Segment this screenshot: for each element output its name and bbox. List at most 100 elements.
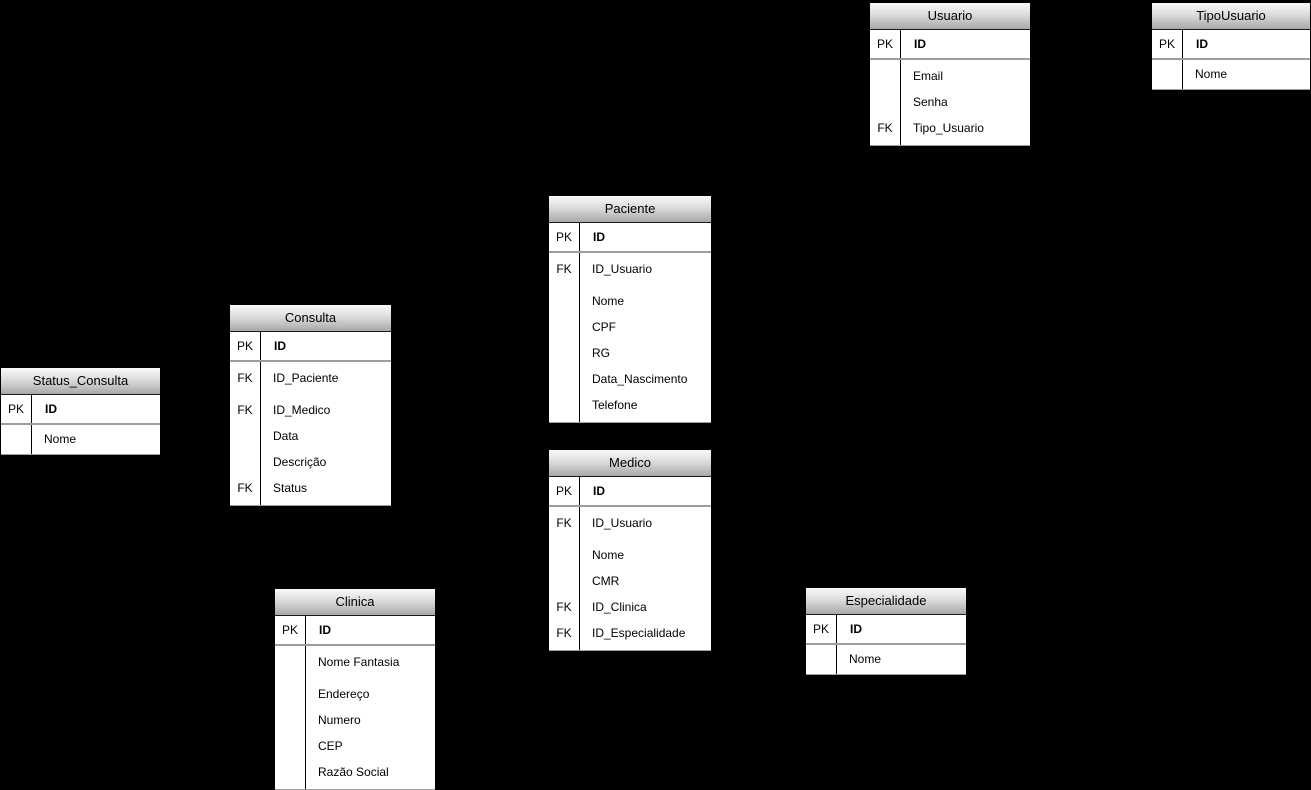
attribute-row: Data bbox=[230, 423, 391, 449]
entity-body: FK ID_Usuario Nome CPF RG Data_Nascimento Tele… bbox=[549, 253, 711, 422]
attribute-row: Telefone bbox=[549, 392, 711, 418]
primary-key-row: PK ID bbox=[806, 615, 966, 645]
attribute-row: FK ID_Usuario bbox=[549, 256, 711, 282]
key-badge: PK bbox=[549, 223, 580, 251]
attribute-row: Nome Fantasia bbox=[275, 649, 435, 675]
attribute-name: Razão Social bbox=[318, 765, 389, 779]
entity-medico[interactable]: Medico PK ID FK ID_Usuario Nome CMR FK ID_Clinic… bbox=[549, 450, 711, 651]
attribute-row: Nome bbox=[1, 426, 160, 452]
entity-body: FK ID_Usuario Nome CMR FK ID_Clinica FK ID_Espe… bbox=[549, 507, 711, 650]
entity-title: Medico bbox=[549, 450, 711, 477]
attribute-row: Nome bbox=[549, 288, 711, 314]
key-badge bbox=[230, 449, 260, 475]
attribute-row: FK ID_Paciente bbox=[230, 365, 391, 391]
key-badge: FK bbox=[237, 403, 253, 417]
attribute-row: CMR bbox=[549, 568, 711, 594]
entity-title: Paciente bbox=[549, 196, 711, 223]
key-badge bbox=[549, 288, 579, 314]
entity-title: TipoUsuario bbox=[1152, 3, 1310, 30]
key-badge: FK bbox=[237, 481, 253, 495]
attribute-name: Nome bbox=[849, 652, 882, 666]
attribute-name: Nome Fantasia bbox=[318, 655, 400, 669]
attribute-name: ID bbox=[45, 402, 57, 416]
key-badge bbox=[275, 759, 305, 785]
attribute-row: Numero bbox=[275, 707, 435, 733]
entity-title: Consulta bbox=[230, 305, 391, 332]
entity-title: Especialidade bbox=[806, 588, 966, 615]
key-badge bbox=[230, 423, 260, 449]
key-badge: PK bbox=[230, 332, 261, 360]
primary-key-row: PK ID bbox=[549, 477, 711, 507]
attribute-name: Nome bbox=[1195, 67, 1228, 81]
attribute-row: Data_Nascimento bbox=[549, 366, 711, 392]
key-badge bbox=[549, 314, 579, 340]
key-badge: PK bbox=[275, 616, 306, 644]
key-badge: FK bbox=[237, 371, 253, 385]
key-badge: PK bbox=[549, 477, 580, 505]
key-badge bbox=[275, 707, 305, 733]
key-badge bbox=[806, 646, 836, 672]
attribute-row: Descrição bbox=[230, 449, 391, 475]
key-badge bbox=[1152, 61, 1182, 87]
primary-key-row: PK ID bbox=[1, 395, 160, 425]
entity-paciente[interactable]: Paciente PK ID FK ID_Usuario Nome CPF RG Data_Na… bbox=[549, 196, 711, 423]
key-badge: FK bbox=[556, 626, 572, 640]
key-badge bbox=[870, 89, 900, 115]
attribute-name: ID_Especialidade bbox=[592, 626, 686, 640]
attribute-name: CPF bbox=[592, 320, 616, 334]
primary-key-row: PK ID bbox=[230, 332, 391, 362]
key-badge: PK bbox=[870, 30, 901, 58]
attribute-name: CEP bbox=[318, 739, 343, 753]
entity-clinica[interactable]: Clinica PK ID Nome Fantasia Endereço Numero CE… bbox=[275, 589, 435, 790]
key-badge bbox=[870, 63, 900, 89]
key-badge bbox=[275, 733, 305, 759]
attribute-name: Data_Nascimento bbox=[592, 372, 688, 386]
key-badge bbox=[549, 542, 579, 568]
entity-usuario[interactable]: Usuario PK ID Email Senha FK Tipo_Usuario bbox=[870, 3, 1030, 146]
key-badge bbox=[549, 340, 579, 366]
entity-body: Email Senha FK Tipo_Usuario bbox=[870, 60, 1030, 145]
entity-title: Clinica bbox=[275, 589, 435, 616]
entity-body: Nome bbox=[1152, 60, 1310, 89]
attribute-name: Numero bbox=[318, 713, 361, 727]
entity-body: FK ID_Paciente FK ID_Medico Data Descrição FK S… bbox=[230, 362, 391, 505]
attribute-row: FK Status bbox=[230, 475, 391, 501]
attribute-name: ID_Paciente bbox=[273, 371, 339, 385]
key-badge bbox=[275, 649, 305, 675]
attribute-name: ID bbox=[593, 484, 605, 498]
entity-status-consulta[interactable]: Status_Consulta PK ID Nome bbox=[1, 368, 160, 455]
attribute-row: Razão Social bbox=[275, 759, 435, 785]
attribute-row: CPF bbox=[549, 314, 711, 340]
attribute-name: Nome bbox=[592, 294, 625, 308]
attribute-row: Email bbox=[870, 63, 1030, 89]
key-badge: FK bbox=[556, 516, 572, 530]
attribute-row: CEP bbox=[275, 733, 435, 759]
attribute-row: Endereço bbox=[275, 681, 435, 707]
attribute-name: RG bbox=[592, 346, 610, 360]
entity-title: Usuario bbox=[870, 3, 1030, 30]
attribute-row: FK ID_Especialidade bbox=[549, 620, 711, 646]
attribute-row: RG bbox=[549, 340, 711, 366]
attribute-name: ID bbox=[850, 622, 862, 636]
entity-body: Nome bbox=[1, 425, 160, 454]
entity-tipousuario[interactable]: TipoUsuario PK ID Nome bbox=[1152, 3, 1310, 90]
attribute-name: ID_Usuario bbox=[592, 262, 653, 276]
key-badge bbox=[549, 392, 579, 418]
key-badge bbox=[549, 366, 579, 392]
attribute-name: ID bbox=[319, 623, 331, 637]
attribute-name: Endereço bbox=[318, 687, 370, 701]
attribute-row: FK ID_Usuario bbox=[549, 510, 711, 536]
attribute-name: ID_Usuario bbox=[592, 516, 653, 530]
key-badge: FK bbox=[877, 121, 893, 135]
entity-especialidade[interactable]: Especialidade PK ID Nome bbox=[806, 588, 966, 675]
attribute-name: ID bbox=[274, 339, 286, 353]
entity-consulta[interactable]: Consulta PK ID FK ID_Paciente FK ID_Medico Data… bbox=[230, 305, 391, 506]
primary-key-row: PK ID bbox=[870, 30, 1030, 60]
attribute-name: Status bbox=[273, 481, 308, 495]
attribute-name: ID bbox=[593, 230, 605, 244]
key-badge bbox=[549, 568, 579, 594]
attribute-row: FK ID_Clinica bbox=[549, 594, 711, 620]
attribute-name: ID bbox=[914, 37, 926, 51]
primary-key-row: PK ID bbox=[549, 223, 711, 253]
